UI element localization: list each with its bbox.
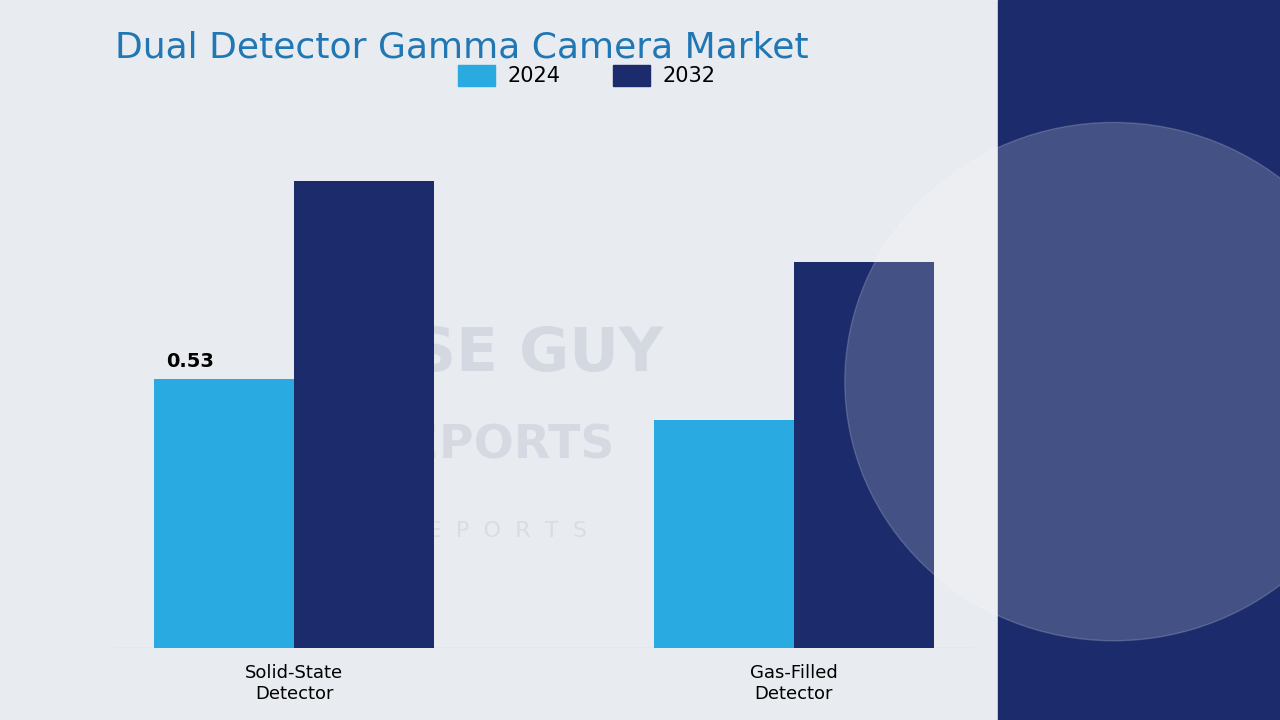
Bar: [794, 262, 934, 648]
Text: Dual Detector Gamma Camera Market: Dual Detector Gamma Camera Market: [115, 31, 809, 65]
Bar: [654, 420, 794, 648]
Text: REPORTS: REPORTS: [370, 423, 614, 468]
Legend: 2024, 2032: 2024, 2032: [449, 56, 724, 95]
Bar: [294, 181, 434, 648]
Bar: [154, 379, 294, 648]
Text: WISE GUY: WISE GUY: [323, 325, 663, 384]
Text: 0.53: 0.53: [166, 353, 214, 372]
Text: R  E  P  O  R  T  S: R E P O R T S: [398, 521, 588, 541]
